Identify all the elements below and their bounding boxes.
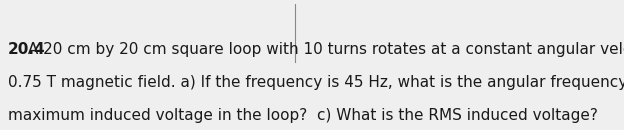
- Text: A 20 cm by 20 cm square loop with 10 turns rotates at a constant angular velocit: A 20 cm by 20 cm square loop with 10 tur…: [22, 42, 624, 57]
- Text: maximum induced voltage in the loop?  c) What is the RMS induced voltage?: maximum induced voltage in the loop? c) …: [8, 108, 598, 123]
- Text: 0.75 T magnetic field. a) If the frequency is 45 Hz, what is the angular frequen: 0.75 T magnetic field. a) If the frequen…: [8, 75, 624, 90]
- Text: 20.4: 20.4: [8, 42, 46, 57]
